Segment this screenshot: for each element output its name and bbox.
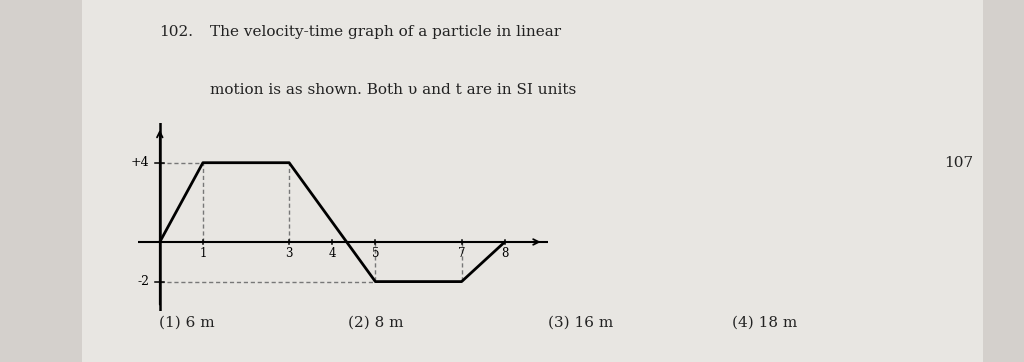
Text: (2) 8 m: (2) 8 m xyxy=(348,315,403,329)
Text: (4) 18 m: (4) 18 m xyxy=(732,315,798,329)
Text: 8: 8 xyxy=(501,247,508,260)
Text: +4: +4 xyxy=(130,156,150,169)
Bar xyxy=(82,0,983,362)
Text: (3) 16 m: (3) 16 m xyxy=(548,315,613,329)
Text: -2: -2 xyxy=(137,275,150,288)
Text: 3: 3 xyxy=(286,247,293,260)
Text: the displacement of the particle is: the displacement of the particle is xyxy=(210,141,474,155)
Text: 5: 5 xyxy=(372,247,379,260)
Text: 4: 4 xyxy=(329,247,336,260)
Text: 1: 1 xyxy=(200,247,207,260)
Text: (1) 6 m: (1) 6 m xyxy=(159,315,214,329)
Text: 107: 107 xyxy=(944,156,973,170)
Text: 7: 7 xyxy=(458,247,465,260)
Text: The velocity-time graph of a particle in linear: The velocity-time graph of a particle in… xyxy=(210,25,561,39)
Text: 102.: 102. xyxy=(159,25,193,39)
Text: motion is as shown. Both υ and t are in SI units: motion is as shown. Both υ and t are in … xyxy=(210,83,577,97)
